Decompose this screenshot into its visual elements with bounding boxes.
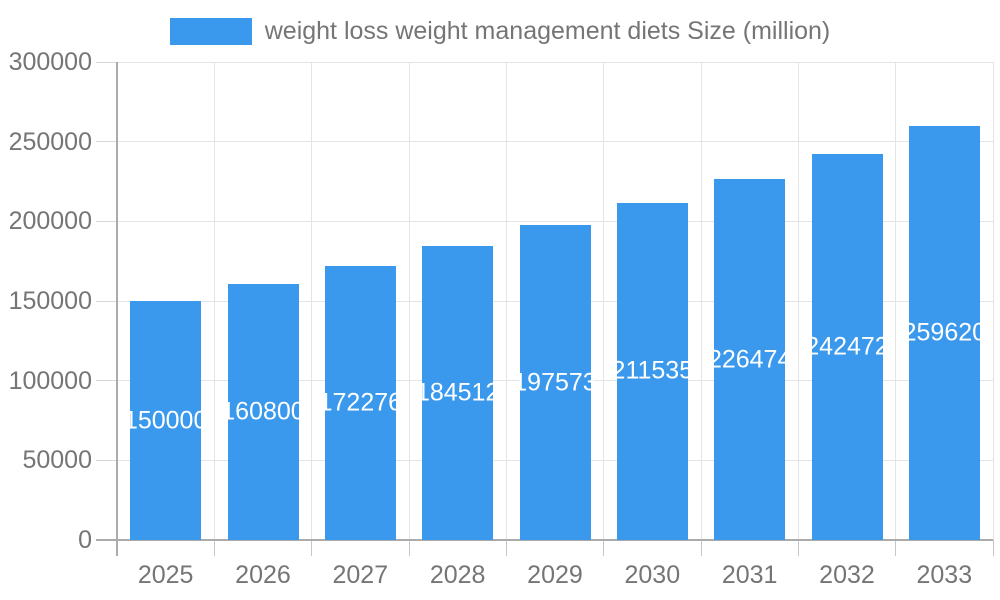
x-axis-tick	[505, 540, 507, 556]
x-axis-tick	[797, 540, 799, 556]
gridline-vertical	[700, 62, 702, 540]
bar-2029[interactable]	[519, 225, 591, 540]
bar-2027[interactable]	[324, 265, 396, 540]
x-axis-tick	[408, 540, 410, 556]
gridline-vertical	[213, 62, 215, 540]
x-axis-tick	[992, 540, 994, 556]
gridline-horizontal	[117, 141, 993, 143]
y-tick-label: 50000	[22, 446, 92, 475]
x-axis-tick	[603, 540, 605, 556]
x-axis-line	[96, 539, 993, 541]
gridline-vertical	[895, 62, 897, 540]
y-tick-label: 100000	[8, 366, 92, 395]
y-tick-label: 300000	[8, 48, 92, 76]
y-axis-tick	[96, 141, 116, 143]
bar-2028[interactable]	[422, 246, 494, 540]
y-tick-label: 150000	[8, 287, 92, 315]
x-axis-tick	[700, 540, 702, 556]
y-tick-label: 0	[78, 526, 92, 554]
gridline-horizontal	[117, 61, 993, 63]
gridline-vertical	[311, 62, 313, 540]
x-tick-label-2033: 2033	[916, 561, 973, 589]
gridline-vertical	[505, 62, 507, 540]
y-tick-label: 250000	[8, 127, 92, 156]
x-tick-label-2026: 2026	[235, 561, 291, 589]
gridline-vertical	[992, 62, 994, 540]
x-tick-label-2029: 2029	[527, 561, 583, 589]
y-tick-label: 200000	[8, 207, 92, 236]
x-axis-tick	[311, 540, 313, 556]
y-axis-tick	[96, 300, 116, 302]
bar-2032[interactable]	[811, 153, 883, 540]
y-axis-tick	[96, 380, 116, 382]
legend[interactable]: weight loss weight management diets Size…	[0, 16, 1000, 46]
y-axis-tick	[96, 61, 116, 63]
y-axis-tick	[96, 220, 116, 222]
bar-2031[interactable]	[714, 179, 786, 540]
bar-2026[interactable]	[227, 283, 299, 540]
gridline-vertical	[797, 62, 799, 540]
x-tick-label-2028: 2028	[429, 561, 486, 589]
x-tick-label-2025: 2025	[137, 561, 194, 589]
x-tick-label-2027: 2027	[332, 561, 389, 589]
gridline-vertical	[408, 62, 410, 540]
x-axis-tick	[213, 540, 215, 556]
bar-2025[interactable]	[130, 301, 202, 540]
legend-label: weight loss weight management diets Size…	[264, 16, 831, 45]
x-tick-label-2031: 2031	[721, 561, 778, 589]
x-tick-label-2030: 2030	[624, 561, 681, 589]
y-axis-line	[116, 62, 118, 556]
gridline-horizontal	[117, 220, 993, 222]
x-tick-label-2032: 2032	[819, 561, 875, 589]
bar-2033[interactable]	[908, 126, 980, 540]
gridline-vertical	[603, 62, 605, 540]
legend-swatch-icon	[169, 17, 252, 45]
x-axis-tick	[895, 540, 897, 556]
bar-2030[interactable]	[616, 202, 688, 540]
y-axis-tick	[96, 459, 116, 461]
